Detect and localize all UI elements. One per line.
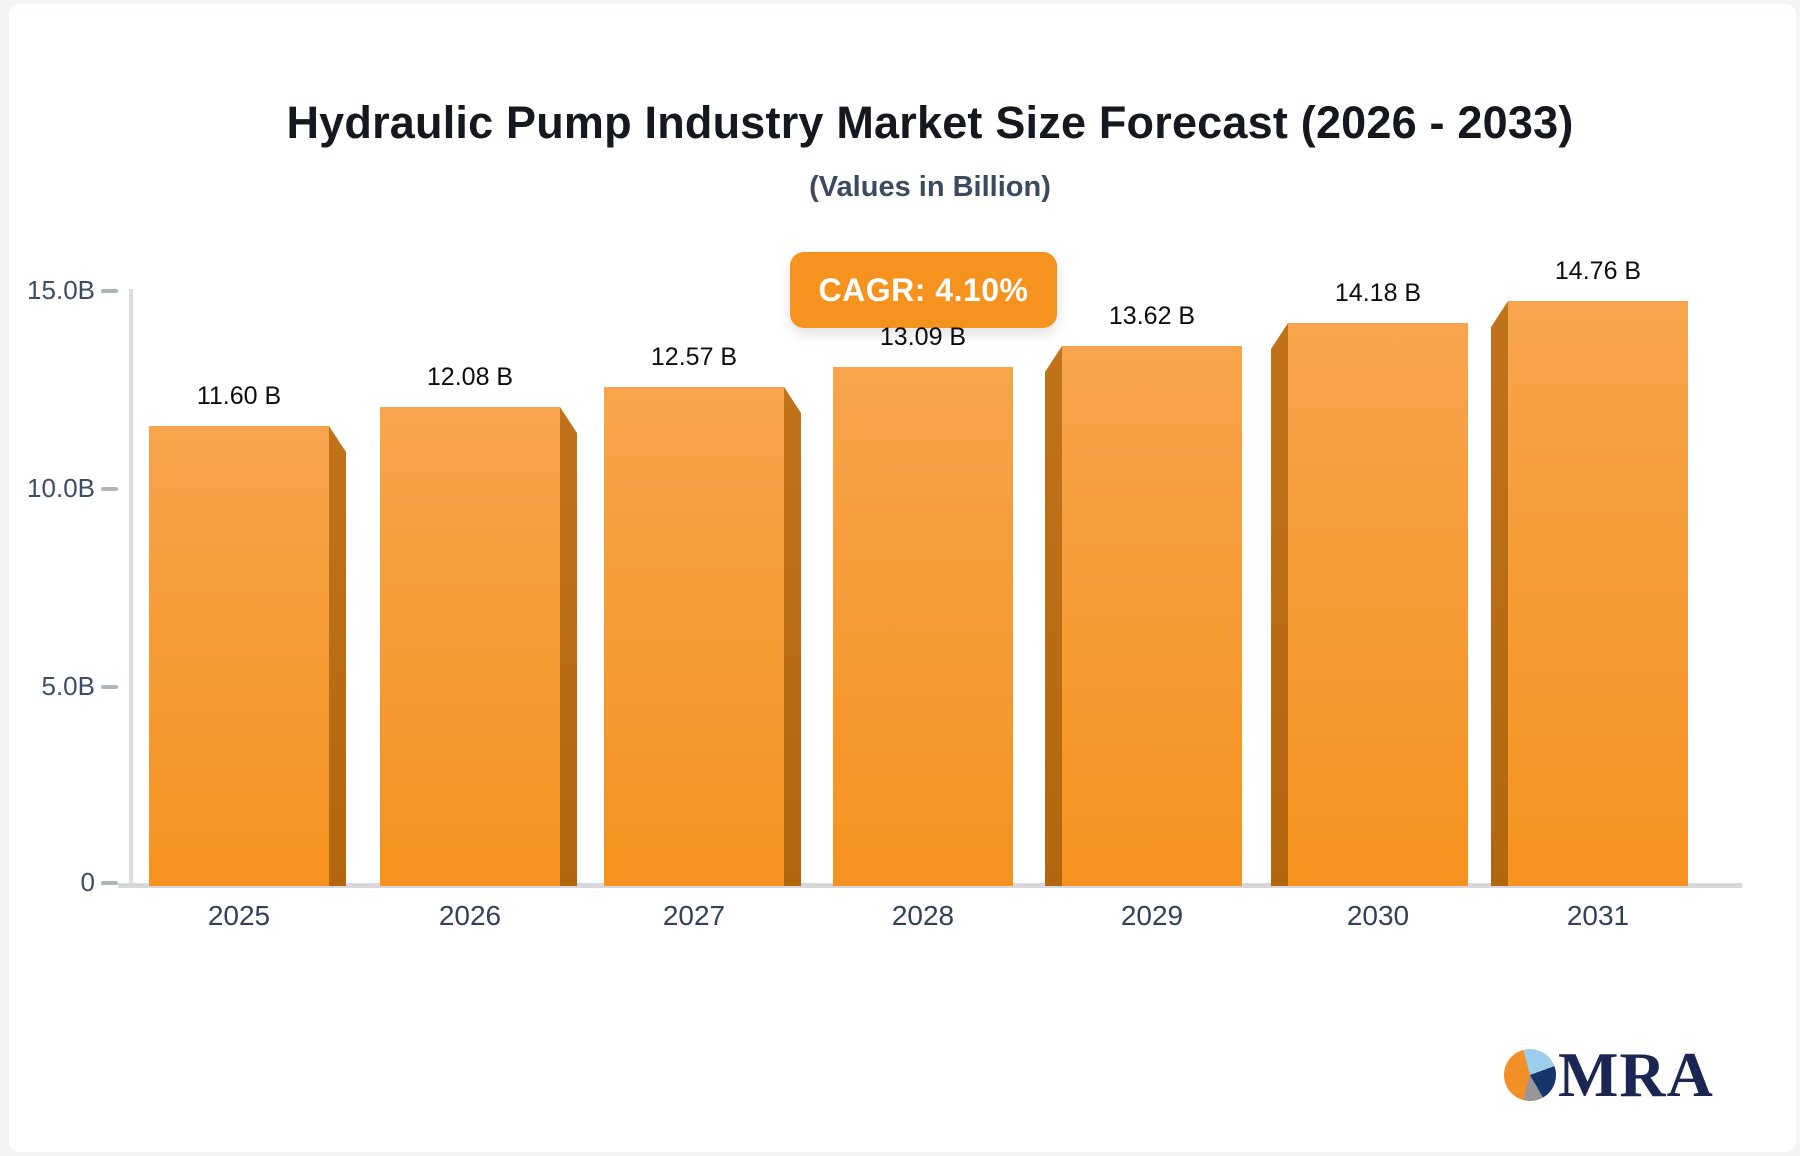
y-axis-tick-label: 10.0B: [27, 473, 95, 503]
y-axis-tick-label: 15.0B: [27, 275, 95, 305]
y-tick-mark: [101, 487, 118, 491]
bar-2031: [1508, 301, 1688, 886]
bar-3d-side-2027: [784, 387, 801, 886]
bar-2027: [604, 387, 784, 886]
bar-3d-side-2025: [329, 426, 346, 886]
bar-value-label: 14.18 B: [1334, 279, 1422, 307]
bar-2026: [380, 407, 560, 886]
cagr-badge-label: CAGR: 4.10%: [818, 271, 1029, 308]
x-axis-label: 2026: [438, 900, 502, 931]
bar-2028: [833, 367, 1013, 886]
pie-chart-icon: [1504, 1049, 1556, 1101]
bar-value-label: 11.60 B: [196, 382, 282, 410]
chart-header: Hydraulic Pump Industry Market Size Fore…: [286, 0, 1573, 204]
x-axis-label: 2031: [1566, 900, 1630, 931]
logo-text: MRA: [1558, 1039, 1714, 1110]
y-tick-mark: [101, 685, 118, 689]
x-axis-label: 2027: [662, 900, 726, 931]
y-axis-tick-label: 5.0B: [41, 671, 96, 701]
x-axis-label: 2029: [1120, 900, 1184, 931]
bar-value-label: 12.57 B: [650, 343, 738, 371]
y-axis-line: [129, 289, 133, 886]
bar-3d-side-2031: [1491, 301, 1508, 886]
x-axis-label: 2030: [1346, 900, 1410, 931]
bar-2029: [1062, 346, 1242, 886]
bar-value-label: 13.62 B: [1108, 302, 1196, 330]
chart-title: Hydraulic Pump Industry Market Size Fore…: [286, 97, 1574, 148]
bar-3d-side-2026: [560, 407, 577, 886]
bar-3d-side-2030: [1271, 323, 1288, 886]
x-axis-label: 2028: [891, 900, 955, 931]
bar-3d-side-2029: [1045, 346, 1062, 886]
cagr-badge: CAGR: 4.10%: [790, 252, 1057, 328]
bar-2025: [149, 426, 329, 886]
bar-value-label: 14.76 B: [1554, 257, 1642, 285]
mra-logo: MRA: [1504, 1038, 1714, 1112]
y-tick-mark: [101, 289, 118, 293]
bar-2030: [1288, 323, 1468, 886]
bar-value-label: 12.08 B: [426, 363, 514, 391]
x-axis-label: 2025: [207, 900, 271, 931]
y-tick-mark: [101, 881, 118, 885]
chart-subtitle: (Values in Billion): [809, 171, 1051, 203]
bar-value-label: 13.09 B: [879, 323, 967, 351]
y-axis-tick-label: 0: [80, 867, 95, 897]
